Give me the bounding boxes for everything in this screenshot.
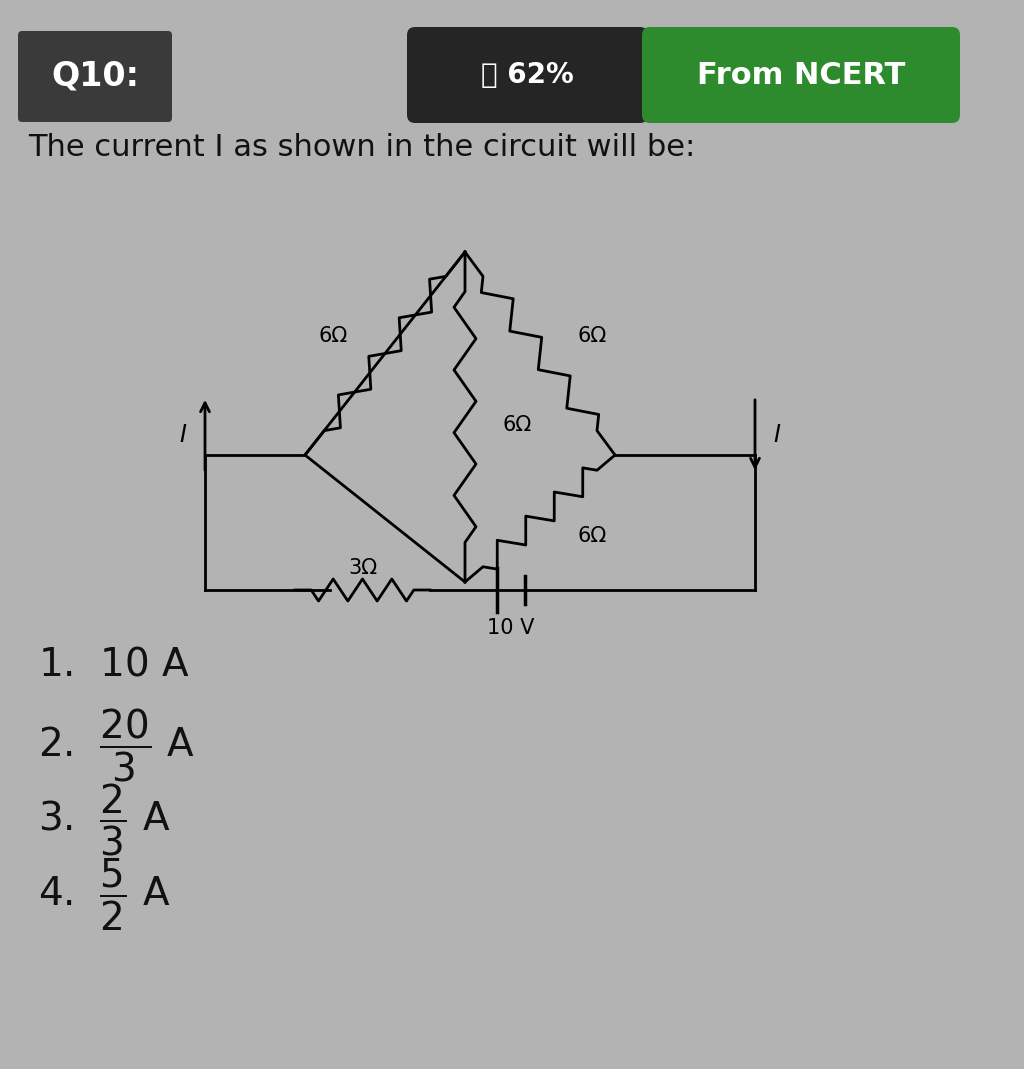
Text: 👍 62%: 👍 62% xyxy=(481,61,573,89)
Text: I: I xyxy=(773,423,780,447)
Text: From NCERT: From NCERT xyxy=(696,61,905,90)
Text: Q10:: Q10: xyxy=(51,60,139,93)
Text: I: I xyxy=(179,423,186,447)
Text: 4.  $\dfrac{5}{2}\ \mathrm{A}$: 4. $\dfrac{5}{2}\ \mathrm{A}$ xyxy=(38,857,170,933)
Text: 6Ω: 6Ω xyxy=(578,325,606,345)
Text: 6Ω: 6Ω xyxy=(578,527,606,546)
Text: The current I as shown in the circuit will be:: The current I as shown in the circuit wi… xyxy=(28,134,695,162)
Text: 3.  $\dfrac{2}{3}\ \mathrm{A}$: 3. $\dfrac{2}{3}\ \mathrm{A}$ xyxy=(38,781,170,858)
Text: 10 V: 10 V xyxy=(487,618,535,638)
Text: 6Ω: 6Ω xyxy=(318,325,347,345)
FancyBboxPatch shape xyxy=(407,27,648,123)
FancyBboxPatch shape xyxy=(18,31,172,122)
FancyBboxPatch shape xyxy=(642,27,961,123)
Text: 1.  $10\ \mathrm{A}$: 1. $10\ \mathrm{A}$ xyxy=(38,646,190,684)
Text: 3Ω: 3Ω xyxy=(348,558,377,578)
Text: 6Ω: 6Ω xyxy=(503,415,531,435)
Text: 2.  $\dfrac{20}{3}\ \mathrm{A}$: 2. $\dfrac{20}{3}\ \mathrm{A}$ xyxy=(38,707,195,784)
